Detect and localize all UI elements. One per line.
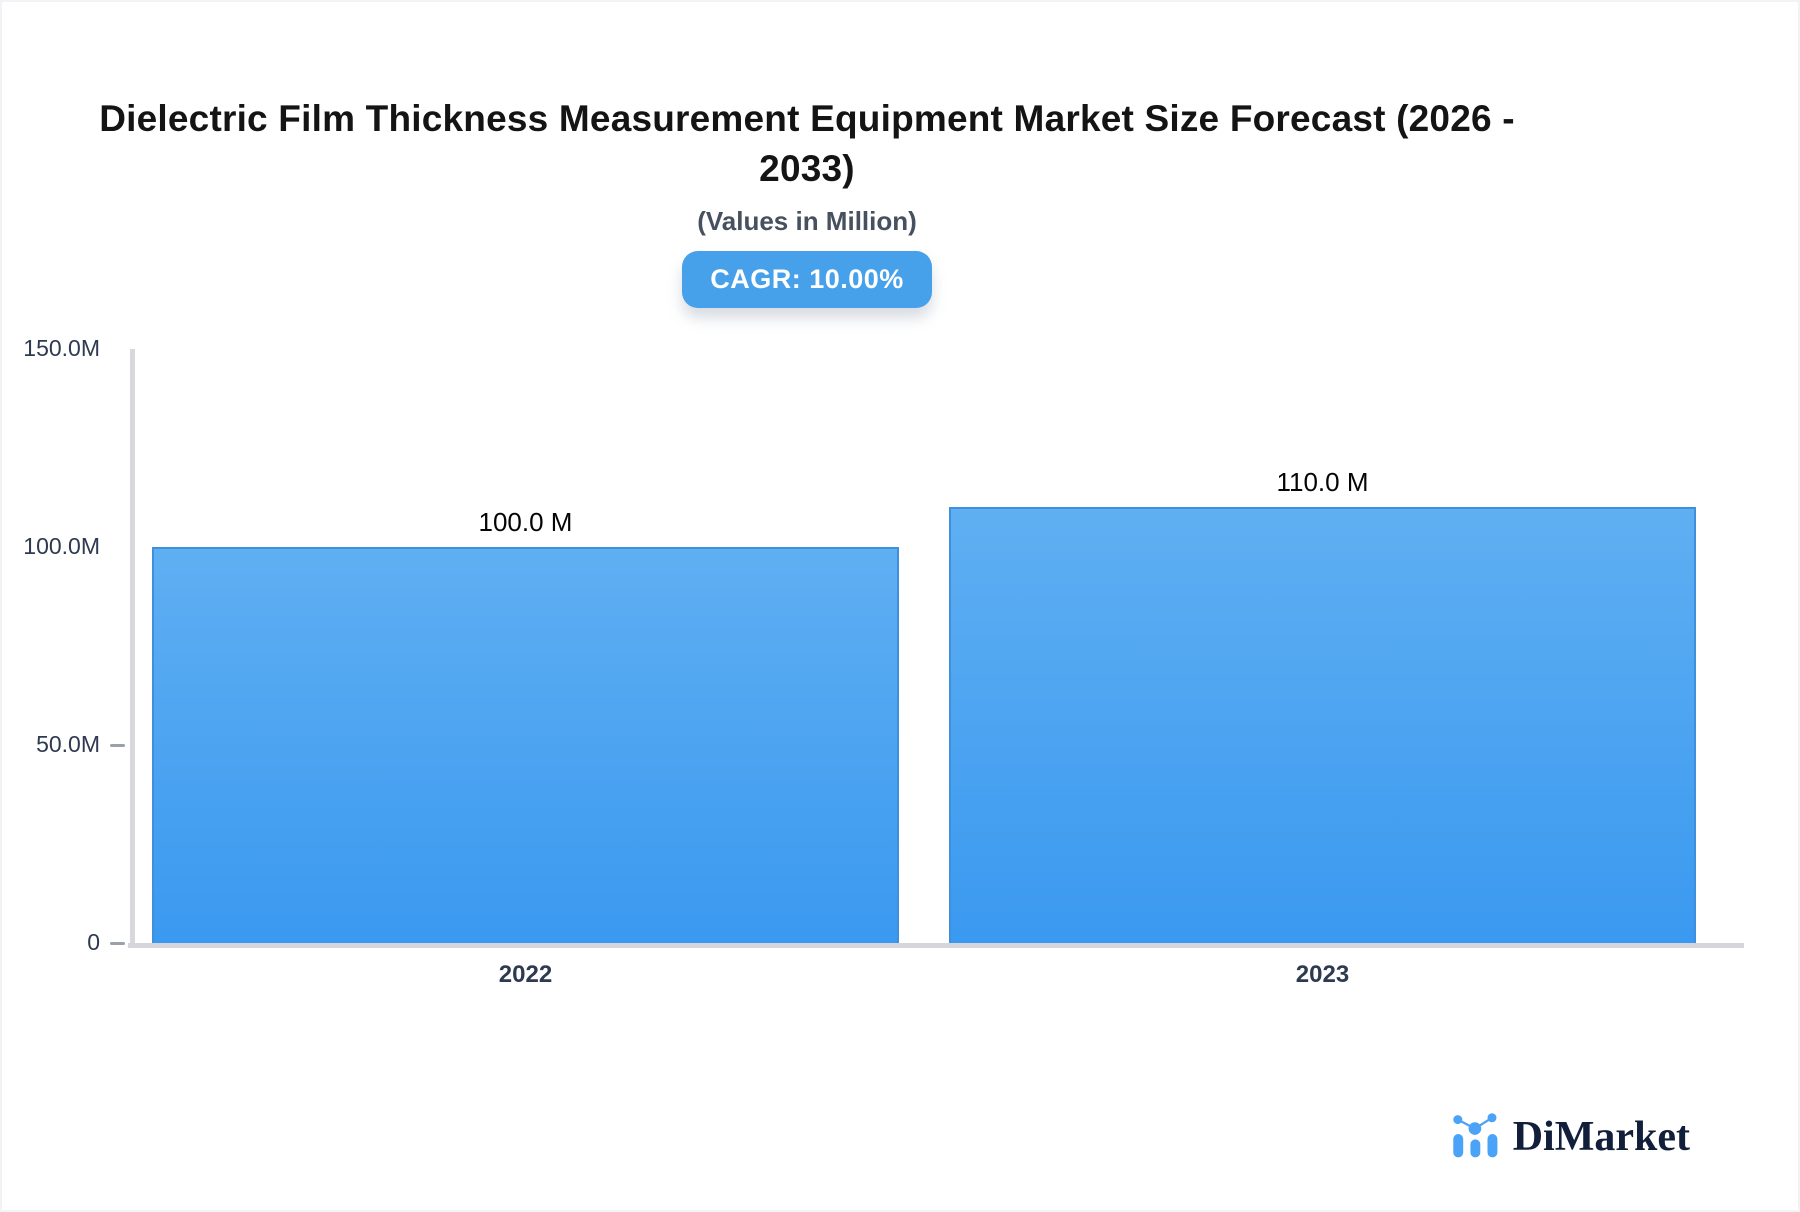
y-axis-tick-mark xyxy=(110,744,125,747)
x-axis-category-label: 2023 xyxy=(1295,961,1350,988)
bar-line-chart-icon xyxy=(1447,1107,1501,1166)
dimarket-logo: DiMarket xyxy=(1447,1107,1690,1166)
chart-title: Dielectric Film Thickness Measurement Eq… xyxy=(99,98,1515,189)
bar-value-label: 110.0 M xyxy=(1276,467,1369,498)
x-axis-line xyxy=(128,943,1744,948)
y-axis-tick-label: 100.0M xyxy=(23,533,100,559)
bar-2022[interactable] xyxy=(152,547,899,943)
y-axis-tick-label: 150.0M xyxy=(23,335,100,361)
y-axis-line xyxy=(130,349,135,948)
bar-2023[interactable] xyxy=(949,507,1696,943)
chart-subtitle: (Values in Million) xyxy=(697,206,917,236)
logo-text: DiMarket xyxy=(1512,1113,1690,1160)
cagr-badge: CAGR: 10.00% xyxy=(682,251,932,308)
y-axis-tick-label: 0 xyxy=(87,929,100,955)
y-axis-tick-mark xyxy=(110,942,125,945)
chart-header: Dielectric Film Thickness Measurement Eq… xyxy=(2,94,1612,308)
y-axis-tick-label: 50.0M xyxy=(36,731,100,757)
x-axis-category-label: 2022 xyxy=(498,961,553,988)
bar-value-label: 100.0 M xyxy=(478,507,573,537)
